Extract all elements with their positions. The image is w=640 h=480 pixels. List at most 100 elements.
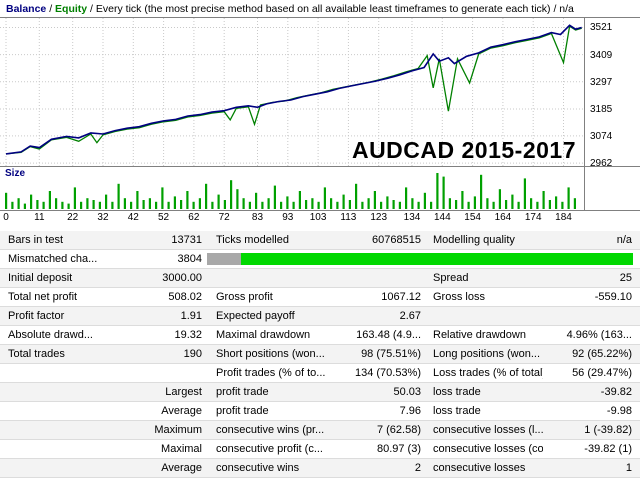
stat-label: Initial deposit [8, 272, 73, 284]
chart-overlay-title: AUDCAD 2015-2017 [351, 137, 576, 163]
stat-value: 50.03 [393, 386, 421, 398]
stat-value: 60768515 [372, 234, 421, 246]
stat-value: 163.48 (4.9... [356, 329, 421, 341]
quality-bar-green-segment [241, 253, 633, 265]
stat-value: 1 [625, 462, 632, 474]
stat-value: 19.32 [174, 329, 202, 341]
stat-label: Ticks modelled [216, 234, 289, 246]
stat-label [0, 364, 118, 382]
stat-label: loss trade [433, 386, 481, 398]
trade-axis-label: 83 [251, 212, 264, 223]
stat-label: Total trades [8, 348, 65, 360]
stat-value: 7.96 [399, 405, 421, 417]
stat-label: loss trade [433, 405, 481, 417]
stat-value: 3000.00 [162, 272, 202, 284]
stat-label: Mismatched cha... [8, 253, 98, 265]
trade-axis-label: 42 [127, 212, 139, 223]
stat-value: 134 (70.53%) [354, 367, 421, 379]
stat-label: consecutive losses (co... [433, 443, 543, 455]
table-row: Average consecutive wins 2 consecutive loss… [0, 459, 640, 478]
price-axis-label: 3185 [590, 103, 613, 115]
stat-label: consecutive wins (pr... [216, 424, 325, 436]
table-row: Profit trades (% of to... 134 (70.53%) Los… [0, 364, 640, 383]
stat-value: Maximal [161, 443, 202, 455]
stat-label: Expected payoff [216, 310, 295, 322]
stat-value: 13731 [171, 234, 202, 246]
stat-label: Gross profit [216, 291, 273, 303]
stat-label: Modelling quality [433, 234, 515, 246]
stat-value: -39.82 [600, 386, 632, 398]
stat-value: Average [161, 405, 202, 417]
stat-label: Bars in test [8, 234, 64, 246]
stat-value: Largest [165, 386, 202, 398]
table-row: Average profit trade 7.96 loss trade -9.98 [0, 402, 640, 421]
table-row: Largest profit trade 50.03 loss trade -39.82 [0, 383, 640, 402]
stat-label: profit trade [216, 386, 269, 398]
size-panel: Size [0, 167, 640, 211]
stat-value: 190 [183, 348, 202, 360]
table-row: Total trades 190 Short positions (won... 98… [0, 345, 640, 364]
stat-label: profit trade [216, 405, 269, 417]
trade-axis-label: 52 [157, 212, 170, 223]
stat-value: 1 (-39.82) [584, 424, 632, 436]
stat-label [0, 421, 118, 439]
stat-value: 92 (65.22%) [572, 348, 632, 360]
table-row: Mismatched cha... 3804 [0, 250, 640, 269]
trade-number-axis: 0 11 22 32 42 52 62 72 83 93 103 113 123 134 144 154 164… [0, 211, 584, 225]
stat-value: 1.91 [180, 310, 202, 322]
stat-label: consecutive profit (c... [216, 443, 323, 455]
stat-label: Profit factor [8, 310, 65, 322]
stat-label: Total net profit [8, 291, 78, 303]
size-plot-area: Size [0, 167, 584, 210]
stat-label: consecutive losses (l... [433, 424, 543, 436]
trade-axis-label: 72 [218, 212, 230, 223]
stat-label: Short positions (won... [216, 348, 325, 360]
stat-label: Loss trades (% of total) [433, 367, 543, 379]
stat-value: 3804 [177, 253, 202, 265]
stat-label: Maximal drawdown [216, 329, 311, 341]
price-axis: 3521 3409 3297 3185 3074 2962 [584, 18, 640, 170]
stat-label [0, 440, 118, 458]
price-axis-label: 3297 [590, 76, 613, 88]
stat-label [0, 402, 118, 420]
stat-label [0, 383, 118, 401]
stat-label: consecutive losses [433, 462, 526, 474]
price-axis-label: 2962 [590, 158, 613, 170]
stat-label: Gross loss [433, 291, 485, 303]
stat-value [341, 269, 425, 287]
stat-label [206, 269, 341, 287]
trade-axis-label: 22 [67, 212, 79, 223]
stat-value: n/a [616, 234, 632, 246]
quality-bar-gray-segment [207, 253, 242, 265]
modelling-quality-bar [206, 250, 640, 268]
stat-label [425, 307, 543, 325]
stats-table: Bars in test 13731 Ticks modelled 60768515 M… [0, 231, 640, 478]
trade-axis-label: 154 [464, 212, 481, 223]
balance-equity-chart: AUDCAD 2015-2017 3521 3409 3297 3185 3074 296… [0, 17, 640, 170]
stat-label [0, 459, 118, 477]
trade-axis-label: 32 [97, 212, 109, 223]
trade-axis-label: 184 [555, 212, 572, 223]
table-row: Bars in test 13731 Ticks modelled 60768515 M… [0, 231, 640, 250]
stat-value: 508.02 [168, 291, 202, 303]
stat-value: 2 [414, 462, 421, 474]
stat-value: -39.82 (1) [584, 443, 632, 455]
stat-value: 56 (29.47%) [572, 367, 632, 379]
equity-legend-label: Equity [55, 3, 88, 15]
stat-value: 25 [619, 272, 632, 284]
stat-value [543, 307, 640, 325]
stat-label: Spread [433, 272, 469, 284]
stat-value: Maximum [154, 424, 202, 436]
trade-axis-label: 103 [309, 212, 327, 223]
balance-legend-label: Balance [6, 3, 47, 15]
stat-value: 7 (62.58) [376, 424, 421, 436]
legend-separator: / [46, 3, 56, 15]
size-panel-label: Size [5, 168, 26, 179]
stat-label: Relative drawdown [433, 329, 526, 341]
stat-value: -559.10 [594, 291, 632, 303]
stat-label: Long positions (won... [433, 348, 541, 360]
balance-equity-curve [0, 18, 584, 166]
table-row: Maximal consecutive profit (c... 80.97 (3)… [0, 440, 640, 459]
trade-axis-label: 113 [340, 212, 357, 223]
